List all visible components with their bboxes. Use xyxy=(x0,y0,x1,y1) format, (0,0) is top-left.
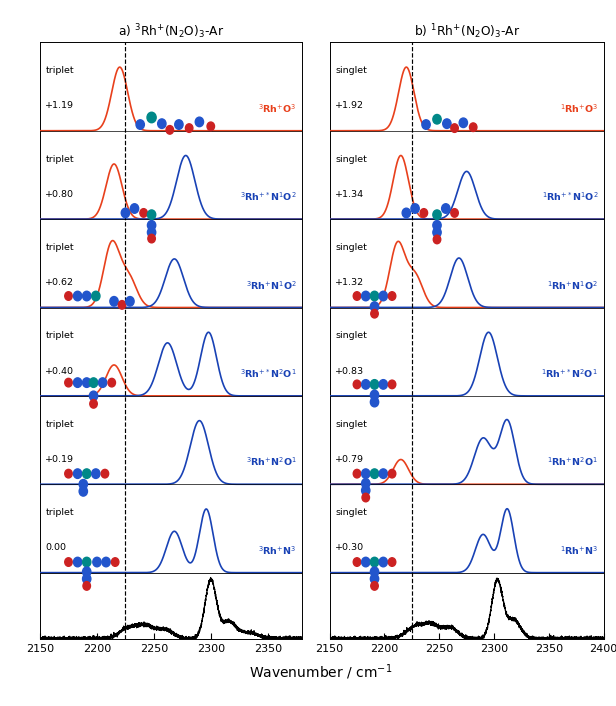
Text: +0.83: +0.83 xyxy=(335,366,364,376)
Text: $^{3}$Rh$^{+*}$N$^{1}$O$^{2}$: $^{3}$Rh$^{+*}$N$^{1}$O$^{2}$ xyxy=(240,191,296,203)
Text: +0.30: +0.30 xyxy=(335,544,364,552)
Text: $^{1}$Rh$^{+}$N$^{1}$O$^{2}$: $^{1}$Rh$^{+}$N$^{1}$O$^{2}$ xyxy=(548,279,598,292)
Text: $^{1}$Rh$^{+}$N$^{3}$: $^{1}$Rh$^{+}$N$^{3}$ xyxy=(560,544,598,557)
Text: +0.80: +0.80 xyxy=(45,190,75,199)
Text: triplet: triplet xyxy=(45,419,74,429)
Text: a) $^{3}$Rh$^{+}$(N$_{2}$O)$_{3}$-Ar: a) $^{3}$Rh$^{+}$(N$_{2}$O)$_{3}$-Ar xyxy=(118,23,224,41)
Text: triplet: triplet xyxy=(45,66,74,75)
Text: $^{3}$Rh$^{+}$N$^{3}$: $^{3}$Rh$^{+}$N$^{3}$ xyxy=(258,544,296,557)
Text: $^{3}$Rh$^{+*}$N$^{2}$O$^{1}$: $^{3}$Rh$^{+*}$N$^{2}$O$^{1}$ xyxy=(240,368,296,380)
Text: +0.62: +0.62 xyxy=(45,278,75,287)
Text: triplet: triplet xyxy=(45,155,74,164)
Text: +0.19: +0.19 xyxy=(45,455,75,464)
Text: singlet: singlet xyxy=(335,508,367,517)
Text: triplet: triplet xyxy=(45,508,74,517)
Text: +1.32: +1.32 xyxy=(335,278,364,287)
Text: 0.00: 0.00 xyxy=(45,544,67,552)
Text: $^{1}$Rh$^{+}$O$^{3}$: $^{1}$Rh$^{+}$O$^{3}$ xyxy=(560,102,598,115)
Text: singlet: singlet xyxy=(335,331,367,340)
Text: +1.19: +1.19 xyxy=(45,102,75,111)
Text: $^{3}$Rh$^{+}$O$^{3}$: $^{3}$Rh$^{+}$O$^{3}$ xyxy=(258,102,296,115)
Text: b) $^{1}$Rh$^{+}$(N$_{2}$O)$_{3}$-Ar: b) $^{1}$Rh$^{+}$(N$_{2}$O)$_{3}$-Ar xyxy=(414,23,520,41)
Text: Wavenumber / cm$^{-1}$: Wavenumber / cm$^{-1}$ xyxy=(249,662,392,682)
Text: $^{1}$Rh$^{+*}$N$^{2}$O$^{1}$: $^{1}$Rh$^{+*}$N$^{2}$O$^{1}$ xyxy=(541,368,598,380)
Text: $^{1}$Rh$^{+}$N$^{2}$O$^{1}$: $^{1}$Rh$^{+}$N$^{2}$O$^{1}$ xyxy=(548,456,598,469)
Text: singlet: singlet xyxy=(335,155,367,164)
Text: +1.34: +1.34 xyxy=(335,190,364,199)
Text: $^{1}$Rh$^{+*}$N$^{1}$O$^{2}$: $^{1}$Rh$^{+*}$N$^{1}$O$^{2}$ xyxy=(541,191,598,203)
Text: $^{3}$Rh$^{+}$N$^{2}$O$^{1}$: $^{3}$Rh$^{+}$N$^{2}$O$^{1}$ xyxy=(246,456,296,469)
Text: $^{3}$Rh$^{+}$N$^{1}$O$^{2}$: $^{3}$Rh$^{+}$N$^{1}$O$^{2}$ xyxy=(246,279,296,292)
Text: +0.40: +0.40 xyxy=(45,366,75,376)
Text: triplet: triplet xyxy=(45,243,74,252)
Text: singlet: singlet xyxy=(335,419,367,429)
Text: singlet: singlet xyxy=(335,243,367,252)
Text: +0.79: +0.79 xyxy=(335,455,364,464)
Text: triplet: triplet xyxy=(45,331,74,340)
Text: singlet: singlet xyxy=(335,66,367,75)
Text: +1.92: +1.92 xyxy=(335,102,364,111)
